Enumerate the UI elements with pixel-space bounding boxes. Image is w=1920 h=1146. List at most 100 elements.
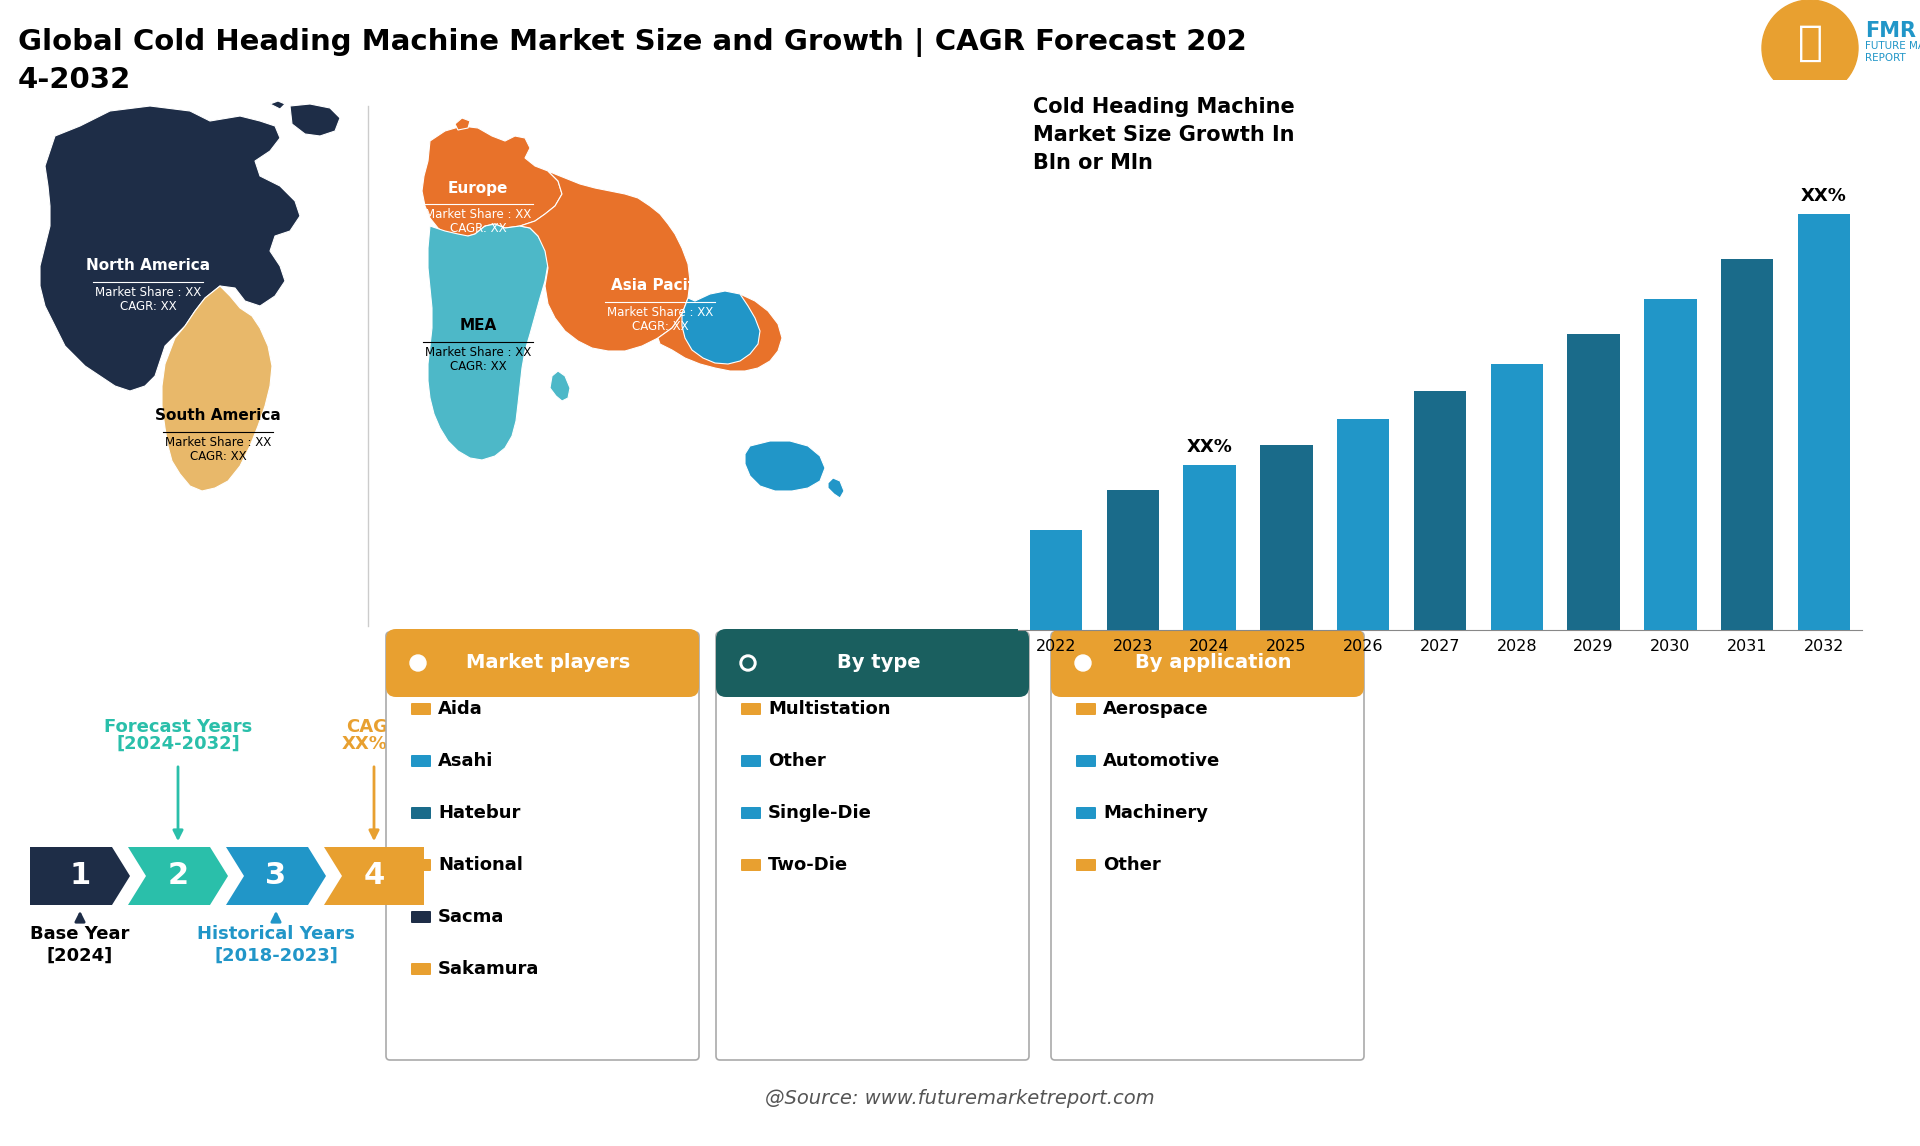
FancyBboxPatch shape (741, 755, 760, 767)
Text: XX%%: XX%% (342, 735, 405, 753)
Text: Aerospace: Aerospace (1102, 700, 1208, 719)
Text: CAGR: XX: CAGR: XX (449, 360, 507, 372)
Text: CAGR: XX: CAGR: XX (190, 449, 246, 463)
Text: CAGR: XX: CAGR: XX (119, 299, 177, 313)
Polygon shape (290, 104, 340, 136)
Text: Sakamura: Sakamura (438, 960, 540, 978)
Text: Historical Years: Historical Years (198, 925, 355, 943)
Text: Market players: Market players (467, 653, 630, 673)
Text: Other: Other (1102, 856, 1162, 874)
Text: Machinery: Machinery (1102, 804, 1208, 822)
Polygon shape (324, 847, 424, 905)
Text: Cold Heading Machine
Market Size Growth In
Bln or Mln: Cold Heading Machine Market Size Growth … (1033, 97, 1294, 173)
Text: FMR: FMR (1864, 21, 1916, 41)
Bar (1797, 213, 1851, 630)
Polygon shape (682, 291, 760, 364)
Bar (1720, 259, 1774, 630)
FancyBboxPatch shape (411, 963, 430, 975)
Polygon shape (828, 478, 845, 499)
Text: 4: 4 (363, 862, 384, 890)
FancyBboxPatch shape (411, 755, 430, 767)
Bar (1644, 299, 1697, 630)
FancyBboxPatch shape (716, 631, 1029, 1060)
Text: CAGR: XX: CAGR: XX (449, 221, 507, 235)
Circle shape (411, 656, 426, 672)
FancyBboxPatch shape (741, 702, 760, 715)
Polygon shape (659, 291, 781, 371)
Bar (1567, 335, 1620, 630)
Text: Sacma: Sacma (438, 908, 505, 926)
Text: By type: By type (837, 653, 920, 673)
Circle shape (413, 658, 422, 668)
Circle shape (1077, 658, 1089, 668)
Text: Market Share : XX: Market Share : XX (94, 285, 202, 298)
FancyBboxPatch shape (1075, 755, 1096, 767)
FancyBboxPatch shape (411, 807, 430, 819)
FancyBboxPatch shape (741, 807, 760, 819)
Polygon shape (549, 371, 570, 401)
Circle shape (743, 658, 753, 668)
Polygon shape (40, 105, 300, 391)
Text: Base Year: Base Year (31, 925, 131, 943)
Circle shape (1075, 656, 1091, 672)
Text: Market Share : XX: Market Share : XX (424, 207, 532, 220)
Text: Asahi: Asahi (438, 752, 493, 770)
Bar (1413, 391, 1467, 630)
Polygon shape (31, 847, 131, 905)
FancyBboxPatch shape (386, 631, 699, 1060)
Text: National: National (438, 856, 522, 874)
Text: FUTURE MARKET: FUTURE MARKET (1864, 41, 1920, 52)
Circle shape (1763, 0, 1859, 96)
Polygon shape (455, 118, 470, 129)
Polygon shape (161, 286, 273, 490)
Text: Market Share : XX: Market Share : XX (165, 435, 271, 448)
FancyBboxPatch shape (411, 911, 430, 923)
FancyBboxPatch shape (1075, 860, 1096, 871)
Text: Market Share : XX: Market Share : XX (607, 306, 712, 319)
Text: ❧: ❧ (1797, 22, 1822, 64)
Text: XX%: XX% (1187, 438, 1233, 456)
Text: CAGR: CAGR (346, 719, 401, 736)
Bar (1029, 529, 1083, 630)
FancyBboxPatch shape (411, 702, 430, 715)
Circle shape (739, 656, 756, 672)
Text: 3: 3 (265, 862, 286, 890)
Text: MEA: MEA (459, 319, 497, 333)
Text: South America: South America (156, 408, 280, 424)
Text: Europe: Europe (447, 181, 509, 196)
FancyBboxPatch shape (1050, 629, 1363, 697)
FancyBboxPatch shape (1075, 807, 1096, 819)
Bar (1106, 489, 1160, 630)
Text: Aida: Aida (438, 700, 482, 719)
Text: Forecast Years: Forecast Years (104, 719, 252, 736)
Text: [2024]: [2024] (46, 947, 113, 965)
Text: 2: 2 (167, 862, 188, 890)
FancyBboxPatch shape (716, 629, 1029, 697)
Text: 4-2032: 4-2032 (17, 66, 131, 94)
Text: By application: By application (1135, 653, 1292, 673)
Text: Two-Die: Two-Die (768, 856, 849, 874)
Bar (1490, 364, 1544, 630)
Bar (1183, 464, 1236, 630)
FancyBboxPatch shape (1075, 702, 1096, 715)
Text: @Source: www.futuremarketreport.com: @Source: www.futuremarketreport.com (766, 1089, 1154, 1107)
Text: Global Cold Heading Machine Market Size and Growth | CAGR Forecast 202: Global Cold Heading Machine Market Size … (17, 28, 1246, 57)
FancyBboxPatch shape (741, 860, 760, 871)
Polygon shape (422, 126, 563, 238)
FancyBboxPatch shape (386, 629, 699, 697)
FancyBboxPatch shape (1050, 631, 1363, 1060)
Text: REPORT: REPORT (1864, 53, 1907, 63)
Text: Market Share : XX: Market Share : XX (424, 345, 532, 359)
Text: CAGR: XX: CAGR: XX (632, 320, 687, 332)
Text: [2024-2032]: [2024-2032] (115, 735, 240, 753)
Text: Single-Die: Single-Die (768, 804, 872, 822)
Text: Automotive: Automotive (1102, 752, 1221, 770)
Polygon shape (428, 223, 547, 460)
FancyBboxPatch shape (411, 860, 430, 871)
Polygon shape (271, 101, 284, 109)
Polygon shape (227, 847, 326, 905)
Text: North America: North America (86, 259, 209, 274)
Text: Multistation: Multistation (768, 700, 891, 719)
Text: Other: Other (768, 752, 826, 770)
Text: XX%: XX% (1801, 187, 1847, 205)
